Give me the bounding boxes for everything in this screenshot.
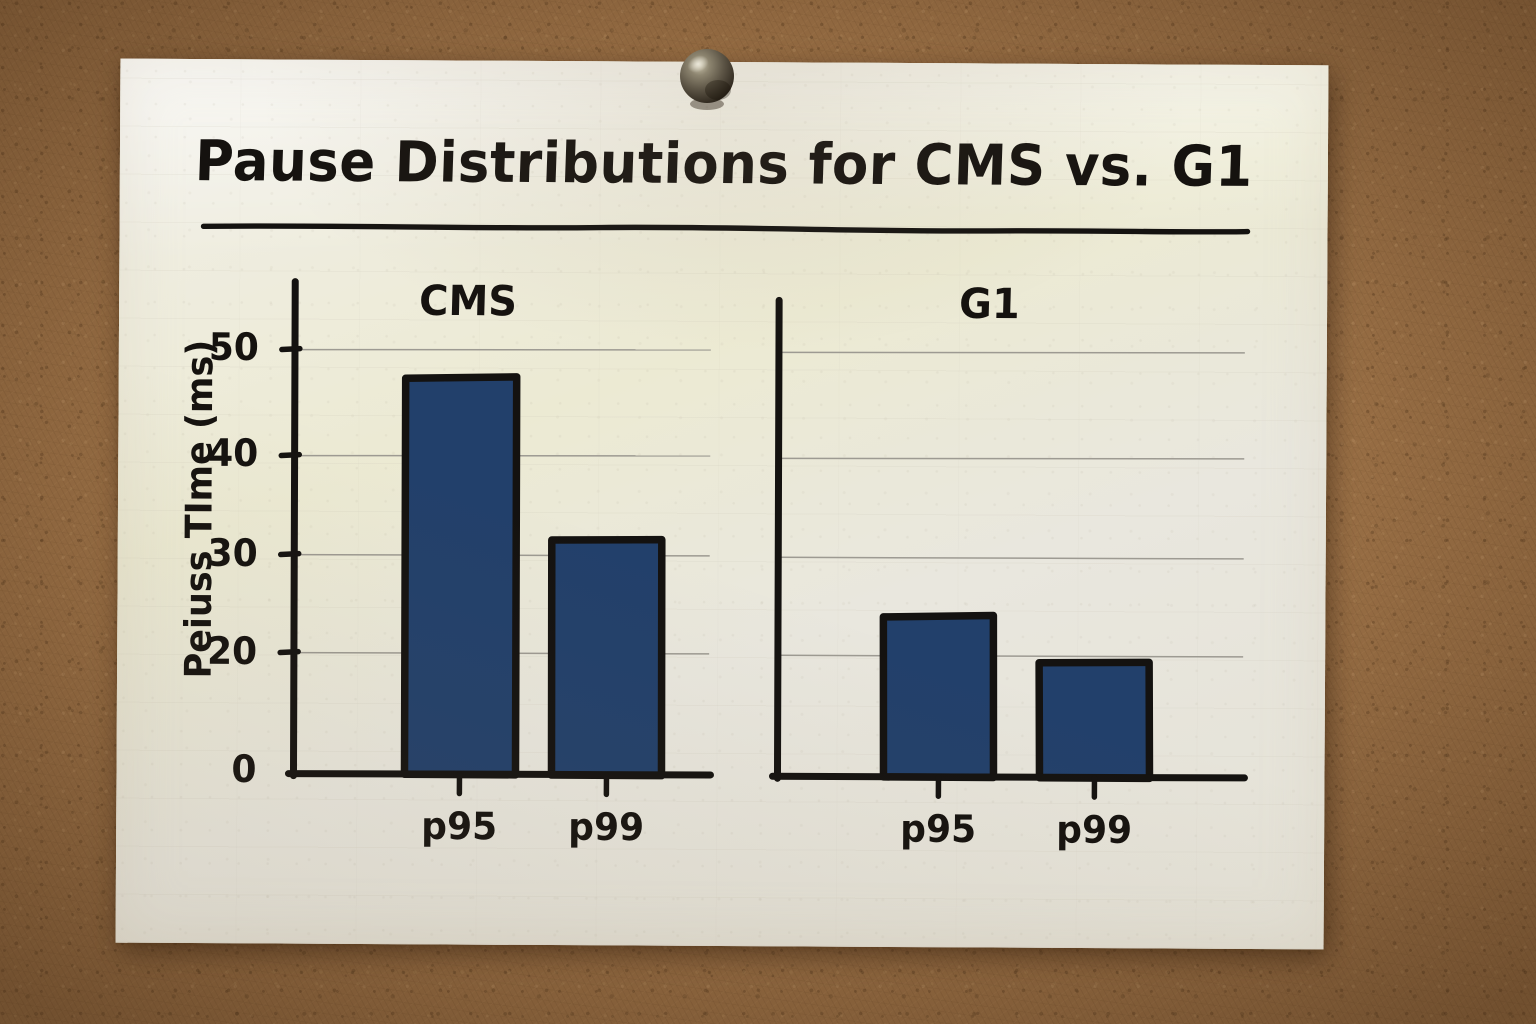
ytick-label-50: 50: [208, 326, 259, 370]
bar-g1-p95: [879, 611, 998, 782]
gridlines-g1: [777, 351, 1245, 658]
ytick-label-30: 30: [207, 532, 258, 576]
bar-g1-p99: [1035, 658, 1154, 783]
xtick-label-cms-p99: p99: [568, 806, 645, 850]
ytick-label-20: 20: [206, 630, 258, 674]
xtick-label-g1-p99: p99: [1056, 808, 1133, 853]
pushpin-icon: [680, 49, 734, 110]
ytick-label-0: 0: [231, 748, 257, 792]
title-underline: [200, 223, 1251, 235]
pinned-paper-note: Pause Distributions for CMS vs. G1 Peius…: [115, 58, 1333, 958]
chart-content: Pause Distributions for CMS vs. G1 Peius…: [116, 59, 1329, 950]
axis-g1: [768, 296, 1248, 800]
paper-sheet: Pause Distributions for CMS vs. G1 Peius…: [115, 58, 1329, 950]
bar-cms-p95: [400, 373, 521, 779]
bar-cms-p99: [547, 535, 666, 780]
xtick-label-g1-p95: p95: [900, 807, 977, 852]
axis-cms: [277, 278, 714, 798]
plot-area: [277, 278, 1248, 800]
ytick-label-40: 40: [208, 432, 259, 476]
xtick-label-cms-p95: p95: [421, 805, 498, 849]
